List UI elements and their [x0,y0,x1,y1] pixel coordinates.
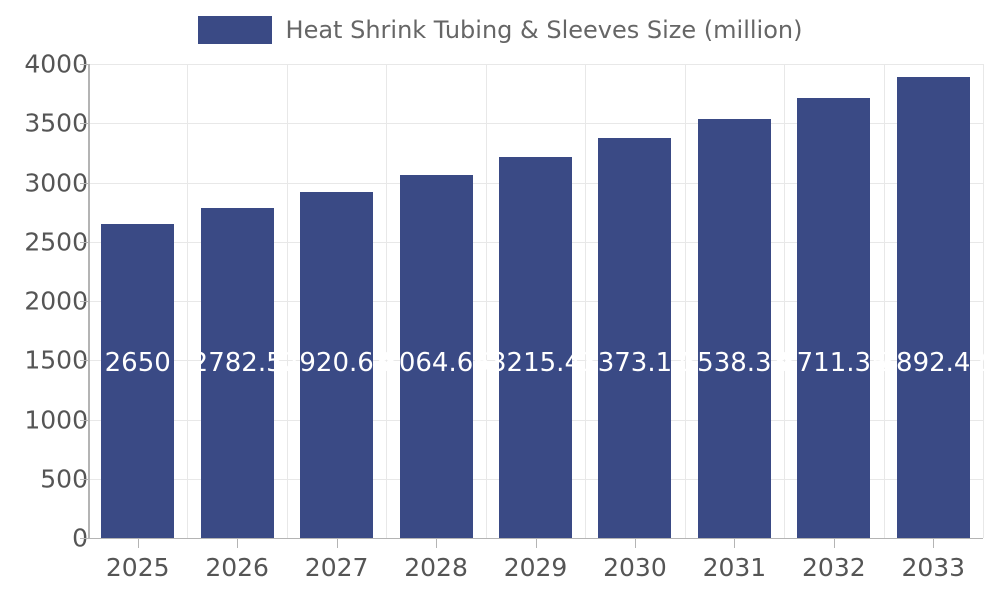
x-tick-mark [436,539,437,548]
legend-swatch-icon [197,16,272,44]
x-tick-label: 2026 [205,553,269,582]
y-tick-mark [80,182,88,184]
x-gridline [784,64,785,538]
x-tick-label: 2029 [503,553,568,582]
y-tick-label: 500 [40,464,88,494]
y-tick-label: 3500 [24,108,88,138]
x-gridline [486,64,487,538]
y-tick-label: 2000 [24,286,88,316]
x-tick-mark [337,539,338,548]
x-tick-mark [635,539,636,548]
x-axis: 2025 2026 2027 2028 2029 2030 2031 2032 2033 [88,539,983,599]
bar[interactable] [896,76,970,538]
x-axis-spine [88,538,983,539]
legend-entry[interactable]: Heat Shrink Tubing & Sleeves Size (milli… [197,16,803,44]
y-gridline [88,64,983,65]
x-tick-mark [734,539,735,548]
bar[interactable] [200,208,274,538]
x-tick-label: 2027 [304,553,369,582]
y-tick-mark [80,301,88,302]
chart-legend: Heat Shrink Tubing & Sleeves Size (milli… [0,10,1000,50]
y-tick-label: 1000 [24,405,88,434]
y-axis: 0 500 1000 1500 2000 2500 3000 3500 4000 [0,52,88,551]
x-tick-mark [834,539,835,548]
y-tick-label: 4000 [24,49,88,79]
bar[interactable] [697,118,771,538]
x-tick-label: 2031 [702,553,767,582]
plot-area: 2650 2782.5 2920.63 3064.66 3215.4 3373.17 353… [88,64,987,539]
x-tick-label: 2033 [901,553,966,582]
bar[interactable] [598,138,672,538]
x-tick-mark [933,539,934,548]
bar[interactable] [300,191,374,538]
y-tick-mark [80,64,88,65]
x-gridline [884,64,885,538]
legend-label: Heat Shrink Tubing & Sleeves Size (milli… [285,16,803,44]
x-tick-label: 2032 [802,553,866,582]
x-gridline [386,64,387,538]
y-tick-label: 2500 [24,227,88,257]
bar[interactable] [797,98,871,538]
x-tick-mark [536,539,537,548]
bar[interactable] [498,156,573,538]
x-tick-mark [237,539,238,548]
y-tick-label: 0 [72,523,88,553]
y-gridline [88,123,983,125]
bar[interactable] [399,174,473,538]
x-tick-label: 2025 [105,553,170,582]
y-axis-spine [88,64,90,539]
x-gridline [187,64,188,538]
y-tick-mark [80,241,88,243]
bar[interactable] [101,223,175,538]
x-gridline [983,64,984,538]
y-tick-label: 1500 [24,345,88,375]
x-gridline [287,64,288,538]
y-tick-label: 3000 [24,168,88,197]
y-tick-mark [80,419,88,421]
x-tick-label: 2028 [404,553,468,582]
y-tick-mark [80,360,88,362]
x-gridline [685,64,686,538]
y-tick-mark [80,123,88,125]
x-gridline [585,64,586,538]
y-tick-mark [80,478,88,480]
x-tick-label: 2030 [603,553,667,582]
x-tick-mark [138,539,139,548]
y-tick-mark [80,538,88,539]
